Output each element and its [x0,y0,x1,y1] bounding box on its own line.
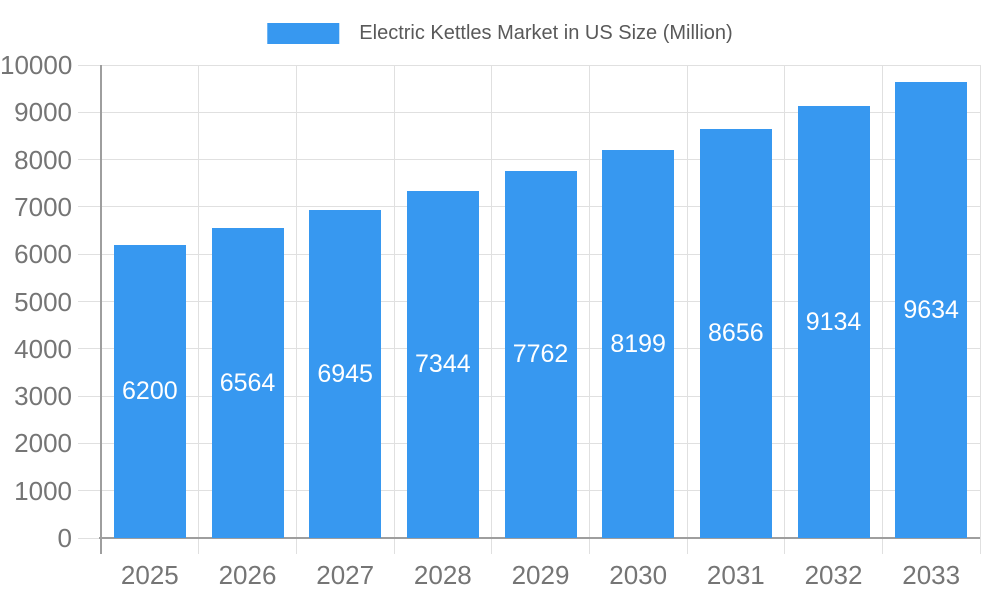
x-gridline [295,65,297,554]
bar[interactable] [504,170,577,538]
x-tick-label: 2029 [511,560,570,590]
x-tick-label: 2026 [218,560,277,590]
y-axis-line [99,65,102,554]
bar[interactable] [699,128,772,538]
x-gridline [686,65,688,554]
x-tick-label: 2033 [902,560,961,590]
bar[interactable] [406,190,479,538]
y-tick-label: 1000 [14,475,72,506]
y-tick-label: 0 [57,523,72,553]
bar[interactable] [211,227,284,538]
bar-value-label: 9134 [805,307,862,336]
legend-swatch-icon [267,23,340,44]
bar-value-label: 6200 [122,377,178,406]
y-tick-label: 9000 [14,97,72,128]
x-tick-label: 2031 [706,560,765,590]
x-gridline [588,65,590,554]
x-gridline [979,65,981,554]
bar-value-label: 6564 [219,368,276,397]
bar[interactable] [797,105,870,538]
x-tick-label: 2032 [804,560,863,590]
y-gridline [78,159,980,161]
legend-label: Electric Kettles Market in US Size (Mill… [359,22,733,44]
y-tick-label: 4000 [14,333,72,364]
bar-value-label: 9634 [903,296,959,325]
bar-value-label: 7762 [512,340,569,369]
legend[interactable]: Electric Kettles Market in US Size (Mill… [267,22,733,45]
y-gridline [78,111,980,113]
x-gridline [784,65,786,554]
bar[interactable] [113,244,186,538]
bar-value-label: 8656 [708,319,764,348]
x-tick-label: 2030 [609,560,668,590]
x-gridline [881,65,883,554]
x-gridline [393,65,395,554]
y-tick-label: 10000 [0,50,73,80]
y-tick-label: 5000 [14,286,72,317]
y-tick-label: 7000 [14,191,72,222]
y-tick-label: 2000 [14,428,72,459]
bar-value-label: 7344 [415,350,471,379]
y-tick-label: 8000 [14,144,72,175]
y-tick-label: 6000 [14,239,72,270]
y-tick-label: 3000 [14,381,72,412]
x-tick-label: 2028 [413,560,472,590]
y-gridline [78,64,980,66]
bar-value-label: 6945 [317,359,373,388]
x-tick-label: 2025 [120,560,179,590]
bar[interactable] [309,209,382,538]
bar[interactable] [602,150,675,538]
x-tick-label: 2027 [316,560,375,590]
bar[interactable] [895,82,968,538]
x-gridline [491,65,493,554]
x-gridline [198,65,200,554]
bar-value-label: 8199 [610,330,666,359]
